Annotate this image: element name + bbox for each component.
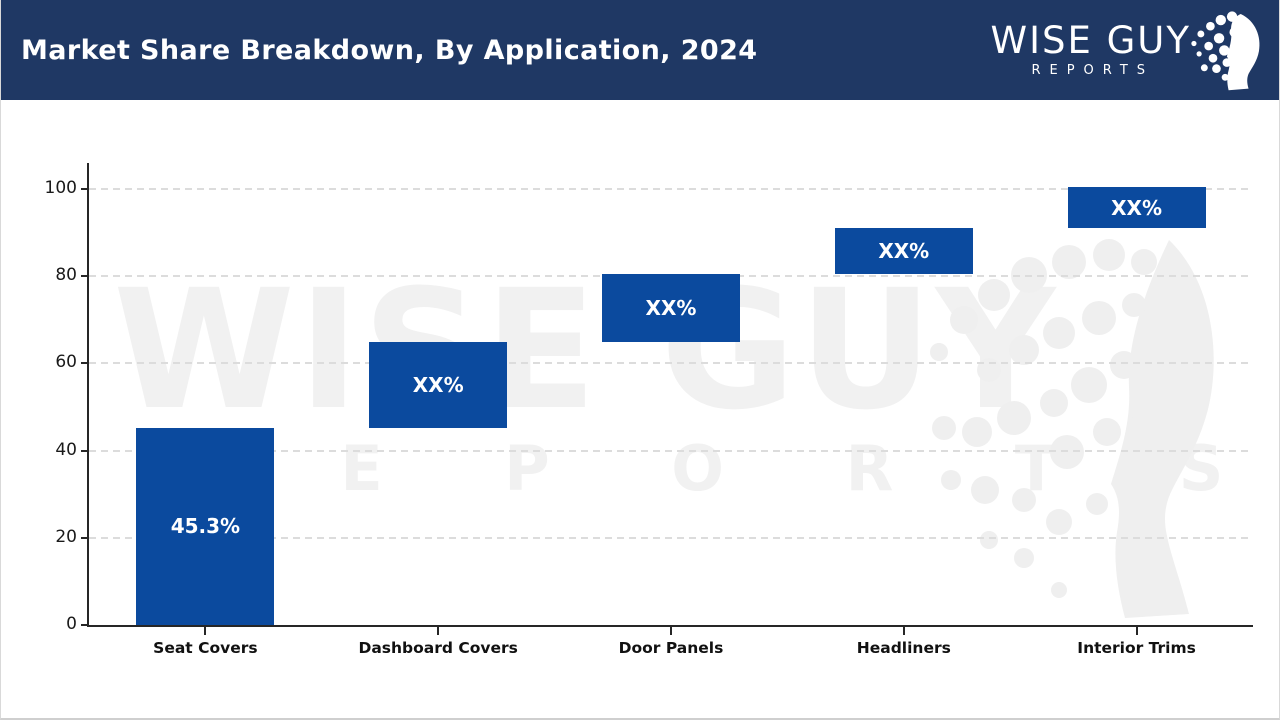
logo-subtext: REPORTS — [1031, 63, 1155, 78]
x-category-label: Dashboard Covers — [358, 639, 518, 657]
bar-value-label: XX% — [412, 372, 464, 397]
y-tick-mark — [81, 624, 89, 626]
gridline-40 — [89, 449, 1253, 452]
x-category-label: Door Panels — [618, 639, 724, 657]
gridline-20 — [89, 536, 1253, 539]
bar-headliners: XX% — [834, 228, 973, 275]
x-tick-mark — [670, 627, 672, 635]
x-category-label: Interior Trims — [1077, 639, 1196, 657]
y-axis-line — [87, 163, 89, 627]
bar-value-label: 45.3% — [170, 514, 241, 539]
y-tick-mark — [81, 275, 89, 278]
bar-value-label: XX% — [878, 239, 930, 264]
bar-seat-covers: 45.3% — [136, 427, 275, 625]
x-category-label: Seat Covers — [153, 639, 258, 657]
logo-wordmark: WISE GUY — [990, 19, 1191, 62]
x-tick-mark — [902, 627, 905, 635]
y-tick-label: 20 — [55, 526, 77, 547]
bar-value-label: XX% — [645, 295, 697, 320]
y-tick-mark — [81, 362, 89, 365]
bar-dashboard-covers: XX% — [369, 341, 508, 428]
wise-guy-logo: WISE GUY REPORTS — [991, 7, 1265, 93]
y-tick-label: 60 — [55, 352, 77, 373]
y-tick-label: 80 — [55, 265, 77, 286]
header: Market Share Breakdown, By Application, … — [1, 0, 1279, 100]
y-tick-mark — [81, 188, 89, 191]
bar-value-label: XX% — [1111, 195, 1163, 220]
watermark-subtext: R E P O R T S — [171, 432, 1274, 505]
y-tick-mark — [81, 536, 89, 539]
watermark-wordmark: WISE GUY — [113, 254, 1059, 446]
y-tick-label: 40 — [55, 439, 77, 460]
bar-interior-trims: XX% — [1067, 186, 1206, 229]
x-category-label: Headliners — [856, 639, 951, 657]
page-title: Market Share Breakdown, By Application, … — [21, 34, 758, 66]
y-tick-label: 100 — [44, 178, 77, 199]
x-tick-mark — [204, 627, 207, 635]
gridline-100 — [89, 188, 1253, 191]
y-tick-label: 0 — [66, 614, 77, 634]
gridline-60 — [89, 362, 1253, 365]
chart-area: WISE GUY R E P O R T S 0 20 40 60 80 — [1, 100, 1279, 718]
y-tick-mark — [81, 449, 89, 452]
x-axis-line — [87, 625, 1253, 627]
x-tick-mark — [1135, 627, 1138, 635]
bar-door-panels: XX% — [602, 274, 740, 342]
logo-head-icon — [1191, 11, 1260, 91]
x-tick-mark — [437, 627, 440, 635]
logo-text: WISE GUY REPORTS — [991, 22, 1191, 78]
